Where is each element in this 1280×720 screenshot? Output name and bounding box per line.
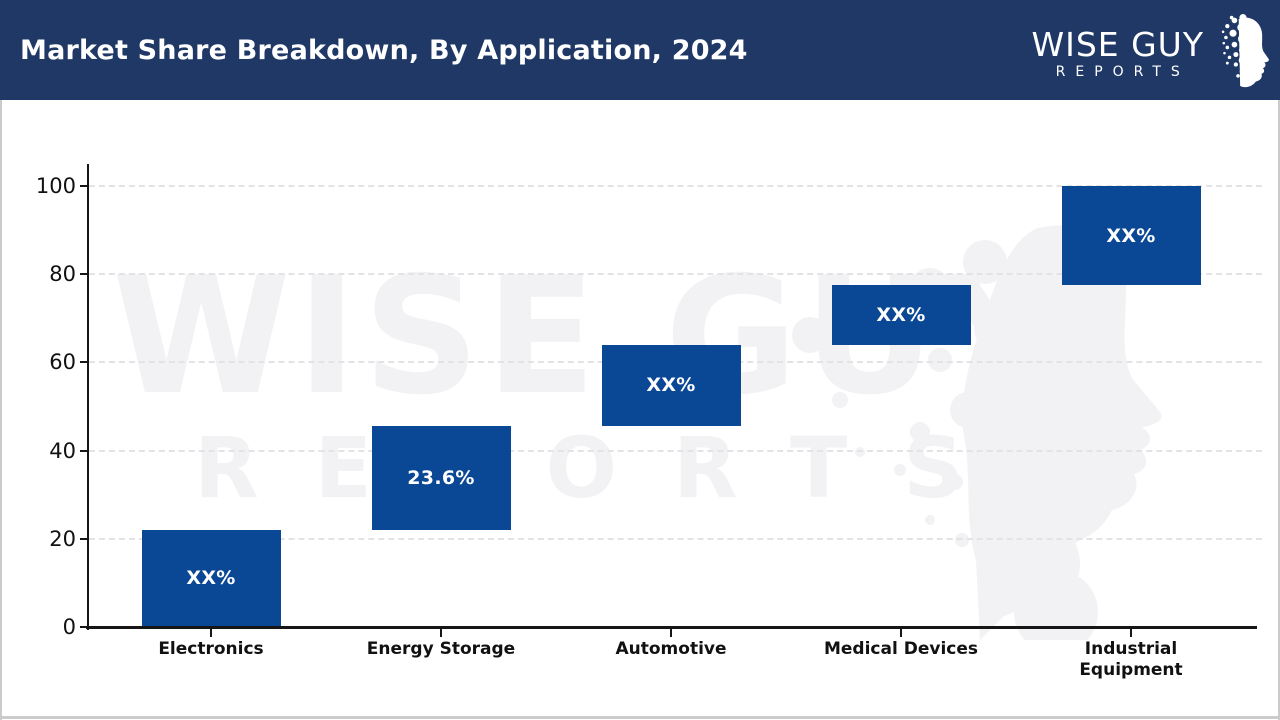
gridline [89,449,1262,452]
x-tick-mark [900,629,902,637]
gridline [89,537,1262,540]
x-axis-line [86,626,1257,629]
watermark-head-icon [792,225,1162,640]
category-label: Automotive [615,639,727,659]
x-tick-mark [210,629,212,637]
bar-segment: XX% [141,529,281,627]
header-bar: Market Share Breakdown, By Application, … [0,0,1280,100]
y-tick-label: 100 [35,174,76,198]
y-tick-mark [80,626,87,628]
frame-border-left [0,100,2,720]
logo-wordmark: WISE GUY [1031,25,1204,64]
y-tick-label: 20 [49,526,76,551]
y-tick-label: 0 [62,615,76,639]
y-tick-mark [80,185,87,187]
bar-value-label: 23.6% [407,466,475,489]
x-tick-mark [1130,629,1132,637]
category-label: Medical Devices [823,639,978,659]
bar-value-label: XX% [646,374,696,397]
gridline [89,185,1262,187]
bar-value-label: XX% [876,303,926,326]
y-tick-mark [80,537,87,540]
y-tick-label: 60 [49,350,76,375]
bar-segment: XX% [1061,186,1201,286]
category-label: Industrial Equipment [1079,639,1183,680]
category-label: Energy Storage [366,639,516,659]
watermark-subtext: REPORTS [194,419,1020,517]
gridline [89,273,1262,276]
logo-head-icon [1221,14,1269,88]
bar-value-label: XX% [186,567,236,590]
y-tick-mark [80,449,87,452]
bar-segment: 23.6% [371,425,511,530]
chart-title: Market Share Breakdown, By Application, … [20,34,748,66]
x-tick-mark [670,629,672,637]
bar-segment: XX% [831,285,971,345]
logo-text: WISE GUY REPORTS [1031,25,1204,81]
x-tick-mark [440,629,442,637]
y-axis-line [87,164,89,630]
logo-subtext: REPORTS [1055,64,1190,80]
frame-border-bottom [0,716,1280,719]
wiseguy-logo: WISE GUY REPORTS [1031,8,1270,94]
bar-value-label: XX% [1106,224,1156,247]
y-tick-label: 80 [49,262,76,287]
y-tick-label: 40 [49,438,76,463]
y-tick-mark [80,273,87,276]
frame-border-right [1278,100,1280,720]
bar-segment: XX% [601,344,741,426]
category-label: Electronics [158,639,264,659]
y-tick-mark [80,361,87,364]
